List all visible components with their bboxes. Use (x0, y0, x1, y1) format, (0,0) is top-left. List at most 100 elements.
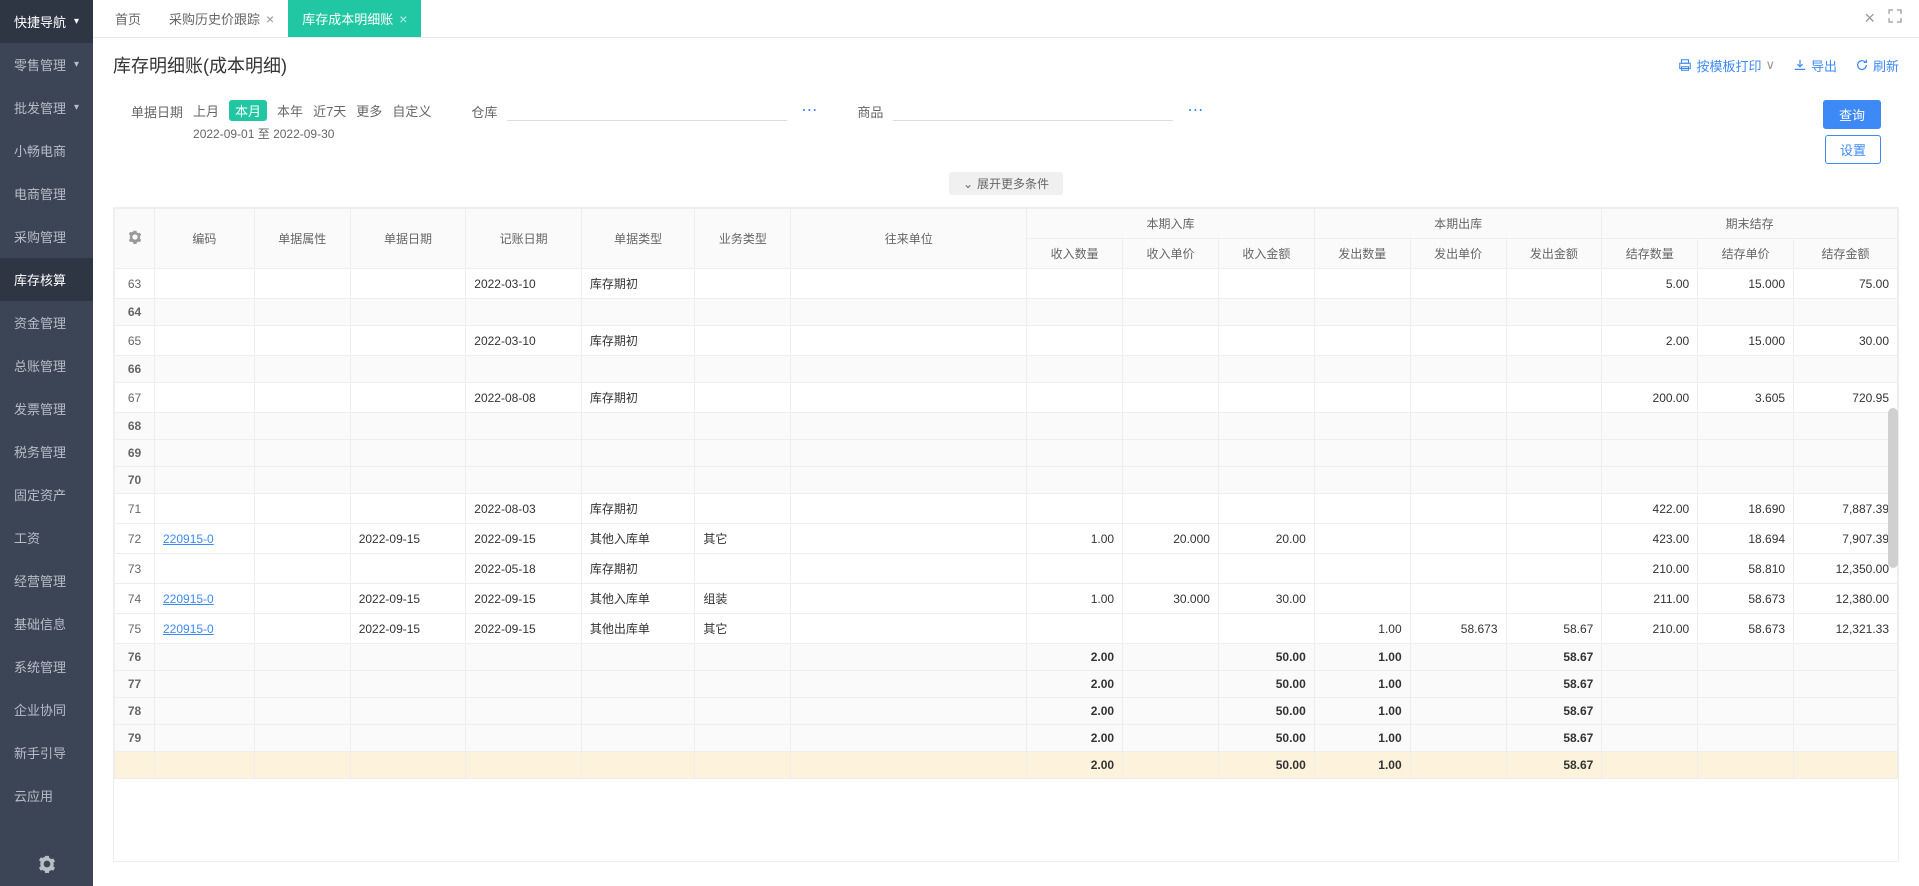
table-row[interactable]: 782.0050.001.0058.67 (115, 698, 1898, 725)
export-button[interactable]: 导出 (1793, 56, 1837, 75)
cell-code (155, 413, 255, 440)
vertical-scrollbar[interactable] (1888, 408, 1898, 568)
table-row[interactable]: 70 (115, 467, 1898, 494)
tab-库存成本明细账[interactable]: 库存成本明细账× (288, 0, 421, 37)
table-wrap[interactable]: 编码 单据属性 单据日期 记账日期 单据类型 业务类型 往来单位 本期入库 本期… (113, 207, 1899, 862)
sidebar-item-企业协同[interactable]: 企业协同 (0, 688, 93, 731)
col-date[interactable]: 单据日期 (350, 209, 466, 269)
col-biz[interactable]: 业务类型 (695, 209, 791, 269)
col-in-amt[interactable]: 收入金额 (1218, 239, 1314, 269)
code-link[interactable]: 220915-0 (163, 532, 214, 546)
table-row[interactable]: 762.0050.001.0058.67 (115, 644, 1898, 671)
col-acct-date[interactable]: 记账日期 (466, 209, 582, 269)
table-row[interactable]: 66 (115, 356, 1898, 383)
date-opt-近7天[interactable]: 近7天 (313, 101, 346, 120)
sidebar-item-税务管理[interactable]: 税务管理 (0, 430, 93, 473)
sidebar-item-库存核算[interactable]: 库存核算 (0, 258, 93, 301)
sidebar-item-电商管理[interactable]: 电商管理 (0, 172, 93, 215)
cell-out_qty (1314, 413, 1410, 440)
sidebar-item-采购管理[interactable]: 采购管理 (0, 215, 93, 258)
col-attr[interactable]: 单据属性 (254, 209, 350, 269)
expand-button[interactable]: ⌄ 展开更多条件 (949, 172, 1063, 195)
table-row[interactable]: 632022-03-10库存期初5.0015.00075.00 (115, 269, 1898, 299)
sidebar-item-总账管理[interactable]: 总账管理 (0, 344, 93, 387)
table-row[interactable]: 792.0050.001.0058.67 (115, 725, 1898, 752)
col-bal-qty[interactable]: 结存数量 (1602, 239, 1698, 269)
cell-in_amt (1218, 494, 1314, 524)
sidebar-item-基础信息[interactable]: 基础信息 (0, 602, 93, 645)
code-link[interactable]: 220915-0 (163, 592, 214, 606)
sidebar-item-云应用[interactable]: 云应用 (0, 774, 93, 817)
sidebar-item-经营管理[interactable]: 经营管理 (0, 559, 93, 602)
table-row[interactable]: 64 (115, 299, 1898, 326)
horizontal-scrollbar[interactable] (113, 862, 1899, 876)
code-link[interactable]: 220915-0 (163, 622, 214, 636)
cell-type: 其他入库单 (581, 584, 695, 614)
col-out-amt[interactable]: 发出金额 (1506, 239, 1602, 269)
cell-biz: 组装 (695, 584, 791, 614)
table-row[interactable]: 72220915-02022-09-152022-09-15其他入库单其它1.0… (115, 524, 1898, 554)
col-partner[interactable]: 往来单位 (791, 209, 1027, 269)
fullscreen-icon[interactable] (1887, 8, 1903, 29)
sidebar-item-资金管理[interactable]: 资金管理 (0, 301, 93, 344)
sidebar-settings-icon[interactable] (0, 845, 93, 886)
date-opt-本年[interactable]: 本年 (277, 101, 303, 120)
goods-more-icon[interactable]: ⋯ (1187, 100, 1203, 121)
gear-column[interactable] (115, 209, 155, 269)
table-row[interactable]: 732022-05-18库存期初210.0058.81012,350.00 (115, 554, 1898, 584)
cell-bal_price: 58.673 (1698, 614, 1794, 644)
col-out-qty[interactable]: 发出数量 (1314, 239, 1410, 269)
col-type[interactable]: 单据类型 (581, 209, 695, 269)
warehouse-more-icon[interactable]: ⋯ (801, 100, 817, 121)
cell-date (350, 698, 466, 725)
cell-bal_price (1698, 698, 1794, 725)
settings-button[interactable]: 设置 (1825, 135, 1881, 164)
sidebar-item-固定资产[interactable]: 固定资产 (0, 473, 93, 516)
sidebar-item-零售管理[interactable]: 零售管理▾ (0, 43, 93, 86)
date-opt-上月[interactable]: 上月 (193, 101, 219, 120)
tab-close-icon[interactable]: × (399, 12, 407, 26)
col-in-price[interactable]: 收入单价 (1123, 239, 1219, 269)
table-row[interactable]: 74220915-02022-09-152022-09-15其他入库单组装1.0… (115, 584, 1898, 614)
col-in-qty[interactable]: 收入数量 (1027, 239, 1123, 269)
sidebar-item-快捷导航[interactable]: 快捷导航▾ (0, 0, 93, 43)
goods-input[interactable] (893, 100, 1173, 121)
refresh-button[interactable]: 刷新 (1855, 56, 1899, 75)
table-row[interactable]: 68 (115, 413, 1898, 440)
cell-in_price (1123, 269, 1219, 299)
cell-partner (791, 326, 1027, 356)
table-row[interactable]: 672022-08-08库存期初200.003.605720.95 (115, 383, 1898, 413)
table-row[interactable]: 69 (115, 440, 1898, 467)
sidebar-item-工资[interactable]: 工资 (0, 516, 93, 559)
tab-采购历史价跟踪[interactable]: 采购历史价跟踪× (155, 0, 288, 37)
sidebar-item-系统管理[interactable]: 系统管理 (0, 645, 93, 688)
col-bal-amt[interactable]: 结存金额 (1794, 239, 1898, 269)
query-button[interactable]: 查询 (1823, 100, 1881, 129)
cell-bal_amt (1794, 413, 1898, 440)
cell-code (155, 644, 255, 671)
cell-in_amt: 20.00 (1218, 524, 1314, 554)
date-opt-自定义[interactable]: 自定义 (392, 101, 431, 120)
sidebar-item-小畅电商[interactable]: 小畅电商 (0, 129, 93, 172)
table-row[interactable]: 712022-08-03库存期初422.0018.6907,887.39 (115, 494, 1898, 524)
date-opt-本月[interactable]: 本月 (229, 100, 267, 121)
cell-in_price (1123, 440, 1219, 467)
table-row[interactable]: 652022-03-10库存期初2.0015.00030.00 (115, 326, 1898, 356)
cell-bal_price: 18.694 (1698, 524, 1794, 554)
sidebar-item-发票管理[interactable]: 发票管理 (0, 387, 93, 430)
tab-close-icon[interactable]: × (266, 12, 274, 26)
cell-biz: 其它 (695, 524, 791, 554)
col-out-price[interactable]: 发出单价 (1410, 239, 1506, 269)
date-opt-更多[interactable]: 更多 (356, 101, 382, 120)
close-icon[interactable]: × (1864, 8, 1875, 29)
col-bal-price[interactable]: 结存单价 (1698, 239, 1794, 269)
col-code[interactable]: 编码 (155, 209, 255, 269)
table-row[interactable]: 772.0050.001.0058.67 (115, 671, 1898, 698)
warehouse-input[interactable] (507, 100, 787, 121)
table-row[interactable]: 75220915-02022-09-152022-09-15其他出库单其它1.0… (115, 614, 1898, 644)
tab-首页[interactable]: 首页 (101, 0, 155, 37)
print-button[interactable]: 按模板打印 ∨ (1678, 56, 1775, 75)
sidebar-item-新手引导[interactable]: 新手引导 (0, 731, 93, 774)
table-row[interactable]: 2.0050.001.0058.67 (115, 752, 1898, 779)
sidebar-item-批发管理[interactable]: 批发管理▾ (0, 86, 93, 129)
